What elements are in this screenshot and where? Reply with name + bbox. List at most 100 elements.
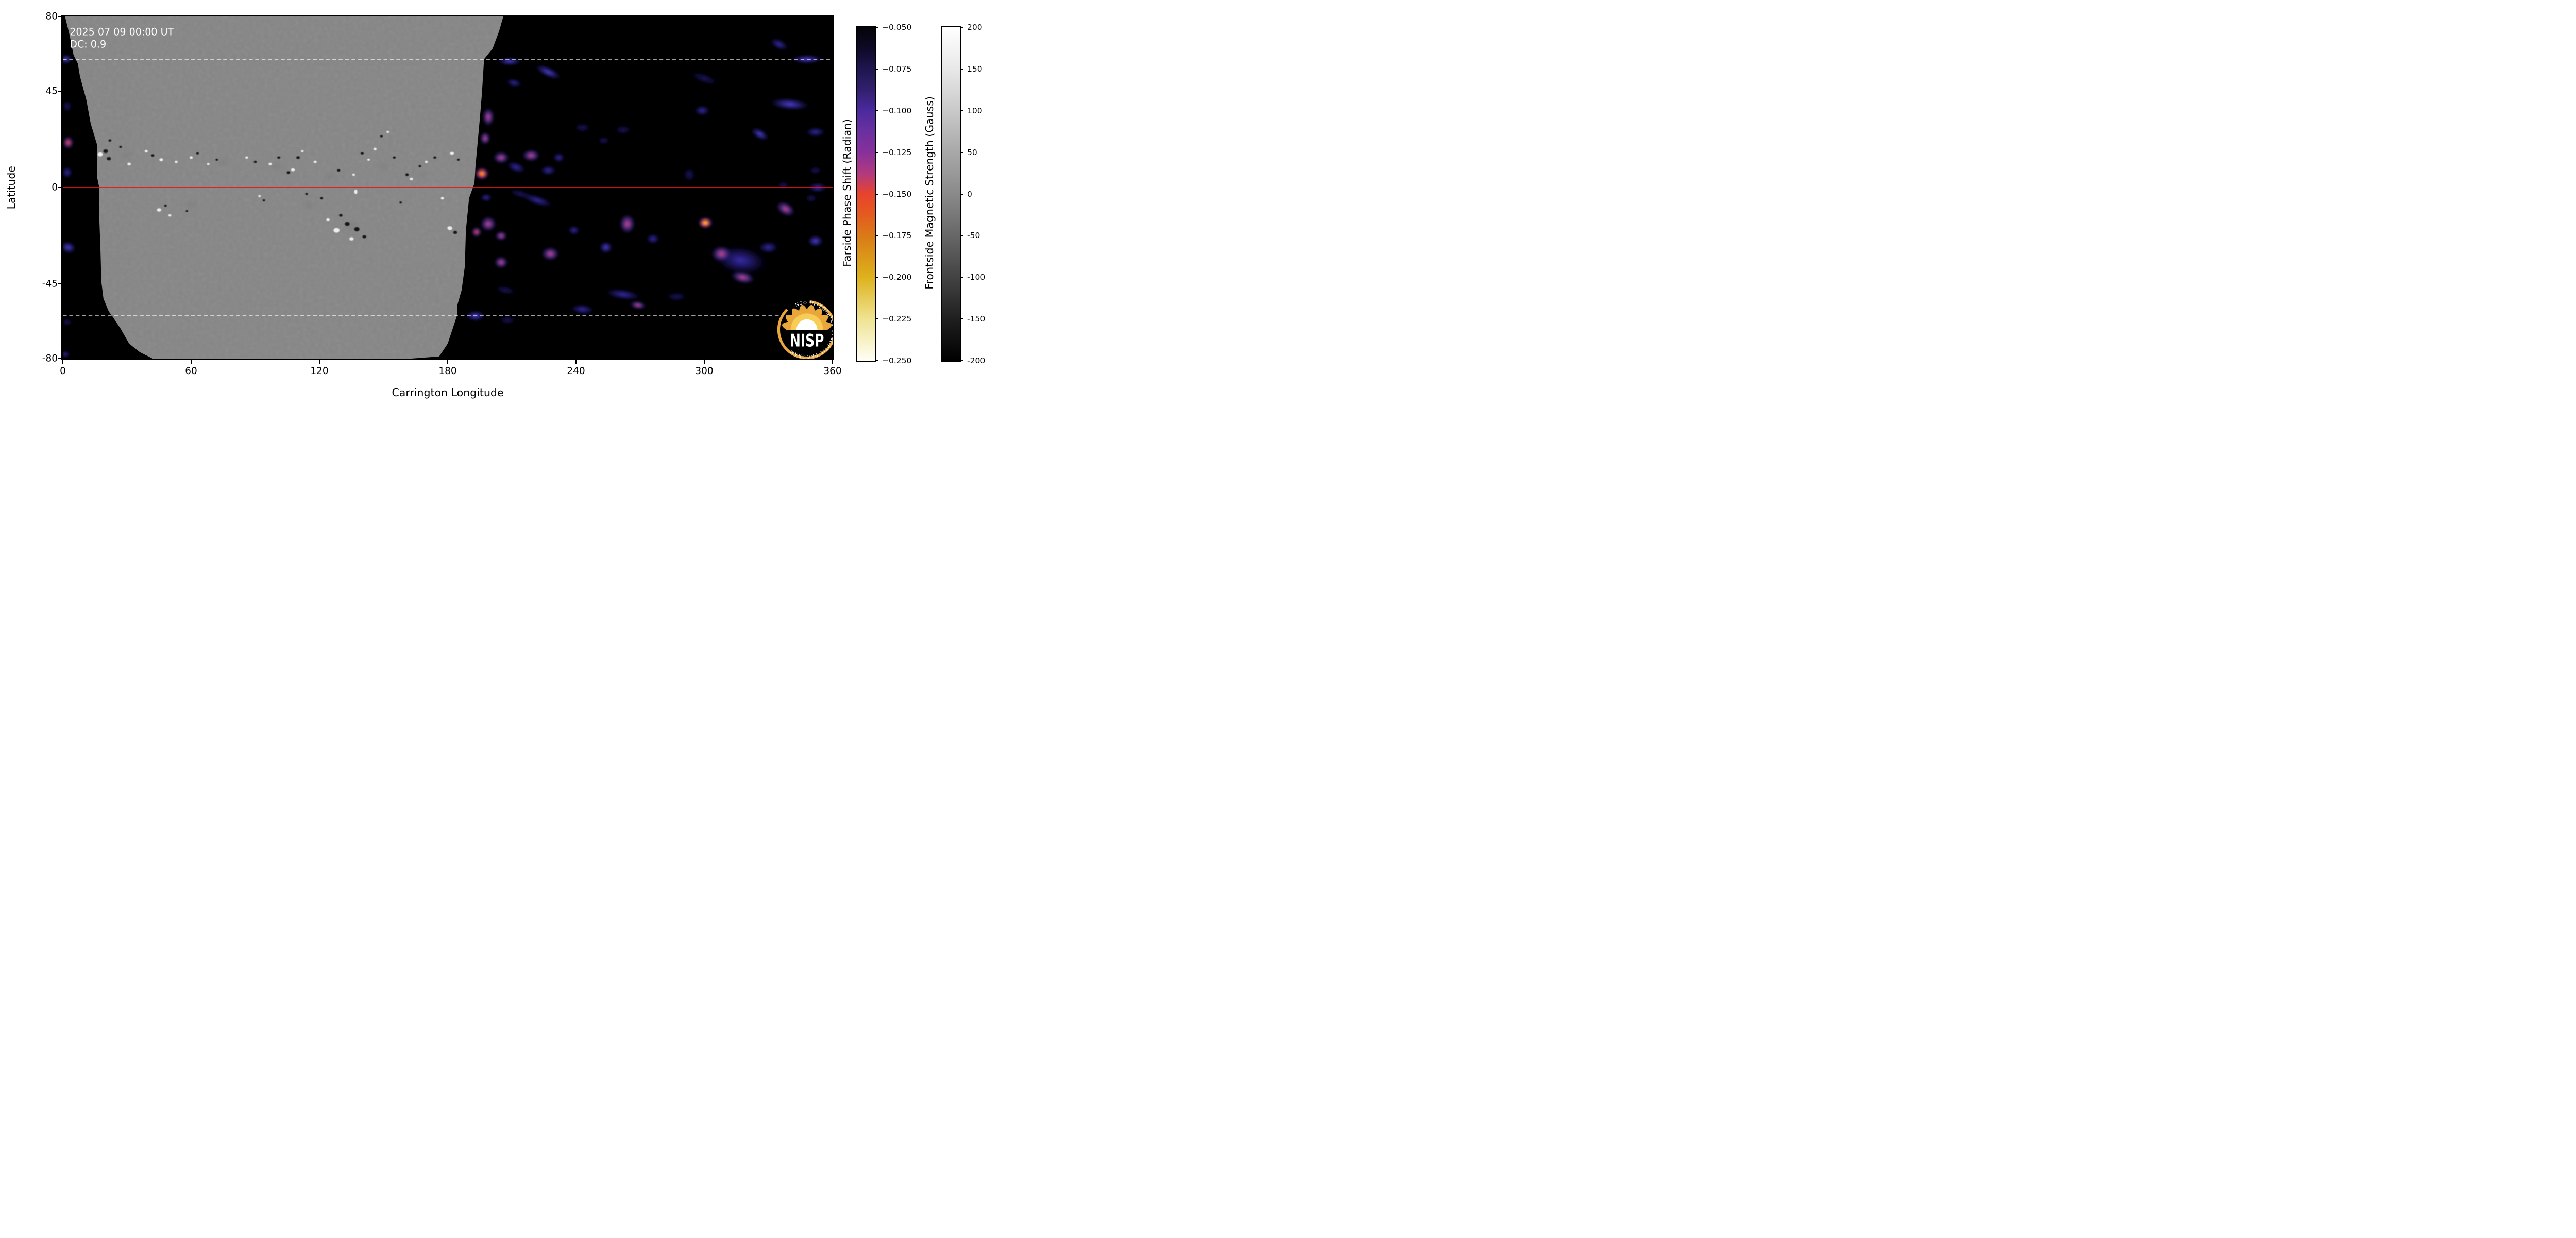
active-region-black <box>393 156 396 159</box>
y-axis-label: Latitude <box>5 165 18 210</box>
active-region-white <box>207 163 210 165</box>
farside-blob <box>769 38 789 51</box>
colorbar-farside <box>856 26 876 362</box>
active-region-white <box>354 189 358 194</box>
active-region-black <box>337 169 341 172</box>
plage-patch <box>217 158 229 165</box>
active-region-white <box>440 197 444 200</box>
farside-blob <box>495 285 516 295</box>
farside-blob <box>499 316 516 325</box>
farside-blob <box>63 166 73 179</box>
y-tick-mark <box>58 15 61 18</box>
logo-ring-icon <box>777 300 833 359</box>
colorbar-tick-mark <box>960 151 963 153</box>
colorbar-tick-mark <box>960 193 963 195</box>
colorbar-tick-label: −0.075 <box>882 64 912 74</box>
active-region-black <box>433 156 437 159</box>
colorbar-frontside-title: Frontside Magnetic Strength (Gauss) <box>923 96 936 290</box>
farside-blob <box>693 105 711 116</box>
farside-blob <box>63 135 74 150</box>
farside-blob <box>480 215 497 232</box>
active-region-black <box>164 205 167 207</box>
x-tick-label: 0 <box>60 366 66 377</box>
active-region-black <box>399 201 402 204</box>
plage-patch <box>303 201 314 208</box>
active-region-white <box>189 156 193 159</box>
farside-blob <box>683 167 696 182</box>
farside-blob <box>552 152 566 163</box>
active-region-black <box>320 197 324 200</box>
plage-patch <box>378 163 389 169</box>
farside-blob <box>809 166 822 175</box>
farside-blob <box>614 125 632 135</box>
colorbar-tick-label: −0.225 <box>882 314 912 324</box>
farside-blob <box>505 78 522 88</box>
farside-blob <box>471 226 482 238</box>
active-region-white <box>447 226 452 230</box>
active-region-black <box>362 235 366 239</box>
colorbar-tick-label: -150 <box>967 314 986 324</box>
sun-dome-icon <box>796 319 818 330</box>
magnetogram-active-regions <box>97 131 460 241</box>
farside-blob <box>604 288 642 301</box>
active-region-black <box>453 231 457 234</box>
active-region-black <box>339 214 343 217</box>
colorbar-tick-label: 100 <box>967 106 982 115</box>
active-region-black <box>345 222 350 226</box>
colorbar-tick-mark <box>875 360 878 361</box>
colorbar-tick-mark <box>875 110 878 111</box>
figure-canvas: { "overlay": { "datetime": "2025 07 09 0… <box>0 0 1002 413</box>
farside-blob <box>698 216 714 229</box>
active-region-white <box>450 151 454 155</box>
active-region-black <box>286 171 291 174</box>
active-region-black <box>380 135 383 138</box>
logo-name: NISP <box>790 330 824 351</box>
farside-blob <box>63 318 73 326</box>
farside-blob <box>597 136 611 145</box>
x-tick-label: 120 <box>310 366 329 377</box>
active-region-black <box>108 139 112 142</box>
active-region-black <box>151 154 155 157</box>
colorbar-tick-mark <box>960 110 963 111</box>
farside-blob <box>480 193 493 202</box>
active-region-white <box>425 160 428 163</box>
farside-blob <box>710 245 732 263</box>
active-region-white <box>168 214 172 217</box>
farside-blob <box>493 151 510 164</box>
farside-blob <box>494 256 509 269</box>
active-region-black <box>354 227 360 232</box>
colorbar-farside-title: Farside Phase Shift (Radian) <box>841 119 853 267</box>
active-region-black <box>305 193 308 195</box>
colorbar-tick-mark <box>875 27 878 28</box>
colorbar-tick-label: −0.200 <box>882 273 912 282</box>
farside-blob <box>63 241 77 254</box>
x-tick-mark <box>62 360 64 364</box>
colorbar-frontside-title-wrap: Frontside Magnetic Strength (Gauss) <box>922 26 937 360</box>
farside-blob <box>63 54 73 64</box>
y-tick-label: 0 <box>52 182 58 193</box>
colorbar-tick-label: -200 <box>967 356 986 365</box>
active-region-white <box>313 160 317 163</box>
active-region-black <box>296 156 300 159</box>
dc-overlay: DC: 0.9 <box>70 39 106 50</box>
y-tick-mark <box>58 186 61 189</box>
farside-blob <box>497 57 523 66</box>
farside-blob <box>629 300 647 310</box>
y-tick-mark <box>58 91 61 92</box>
x-tick-mark <box>318 360 320 364</box>
y-tick-label: -45 <box>42 278 58 290</box>
colorbar-tick-label: -50 <box>967 231 980 241</box>
farside-blob <box>666 292 687 301</box>
x-tick-label: 300 <box>695 366 714 377</box>
plage-patch <box>325 174 336 180</box>
active-region-white <box>352 173 355 176</box>
colorbar-tick-label: −0.250 <box>882 356 912 365</box>
farside-blob <box>598 241 614 254</box>
colorbar-tick-label: -100 <box>967 273 986 282</box>
farside-blob <box>521 193 554 208</box>
y-tick-label: -80 <box>42 353 58 364</box>
x-tick-mark <box>575 360 577 364</box>
